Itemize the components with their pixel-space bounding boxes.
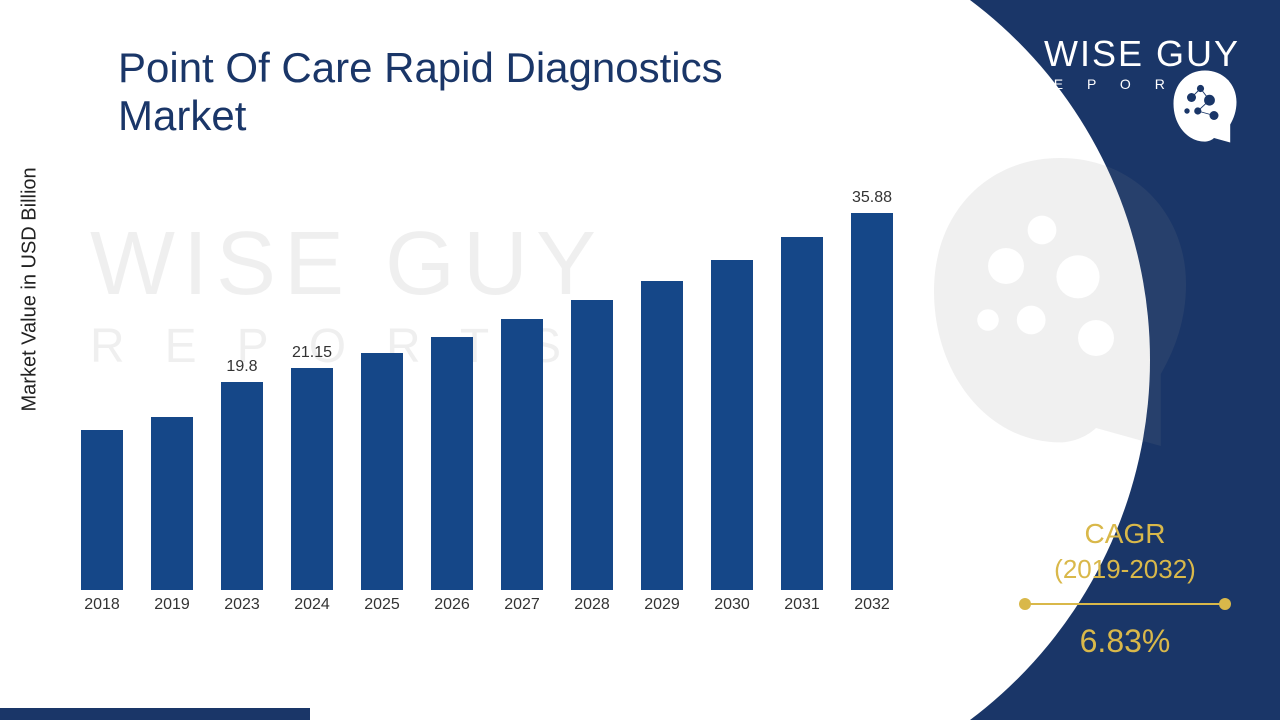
bar-rect [641,281,683,590]
bar-rect [851,213,893,590]
bar-rect [711,260,753,590]
watermark-head-icon [880,140,1240,500]
chart-title: Point Of Care Rapid Diagnostics Market [118,44,818,141]
x-tick: 2024 [282,596,342,614]
cagr-title: CAGR [1000,518,1250,550]
x-tick: 2028 [562,596,622,614]
logo-head-icon [1160,66,1250,156]
bar-rect [361,353,403,590]
bar-value-label: 19.8 [226,358,257,376]
x-tick: 2029 [632,596,692,614]
bar-rect [431,337,473,590]
bar-rect [781,237,823,590]
x-tick: 2019 [142,596,202,614]
bar-group [702,260,762,590]
cagr-years: (2019-2032) [1000,554,1250,585]
x-tick: 2031 [772,596,832,614]
bar-group [72,430,132,590]
x-tick: 2026 [422,596,482,614]
bar-value-label: 21.15 [292,344,332,362]
bar-rect [221,382,263,590]
bottom-accent-bar [0,708,310,720]
infographic-canvas: WISE GUY REPORTS WISE GUY R E P O R T S … [0,0,1280,720]
cagr-value: 6.83% [1000,623,1250,660]
bar-group: 21.15 [282,368,342,590]
bar-rect [291,368,333,590]
x-axis-ticks: 2018 2019 2023 2024 2025 2026 2027 2028 2029 2030… [72,596,902,614]
bar-group [142,417,202,590]
bar-group [422,337,482,590]
bar-group [772,237,832,590]
x-tick: 2018 [72,596,132,614]
cagr-divider [1025,603,1225,605]
bar-group [562,300,622,590]
x-tick: 2030 [702,596,762,614]
y-axis-label: Market Value in USD Billion [19,167,42,411]
x-tick: 2027 [492,596,552,614]
bar-group [352,353,412,590]
cagr-block: CAGR (2019-2032) 6.83% [1000,518,1250,660]
bar-rect [571,300,613,590]
bar-group [632,281,692,590]
x-tick: 2032 [842,596,902,614]
bar-group: 19.8 [212,382,272,590]
x-tick: 2023 [212,596,272,614]
x-tick: 2025 [352,596,412,614]
bar-chart: 19.821.1535.88 [72,170,902,590]
logo: WISE GUY R E P O R T S [1020,36,1240,92]
bar-rect [501,319,543,590]
bar-rect [81,430,123,590]
bar-group [492,319,552,590]
bar-group: 35.88 [842,213,902,590]
bar-rect [151,417,193,590]
bar-value-label: 35.88 [852,189,892,207]
